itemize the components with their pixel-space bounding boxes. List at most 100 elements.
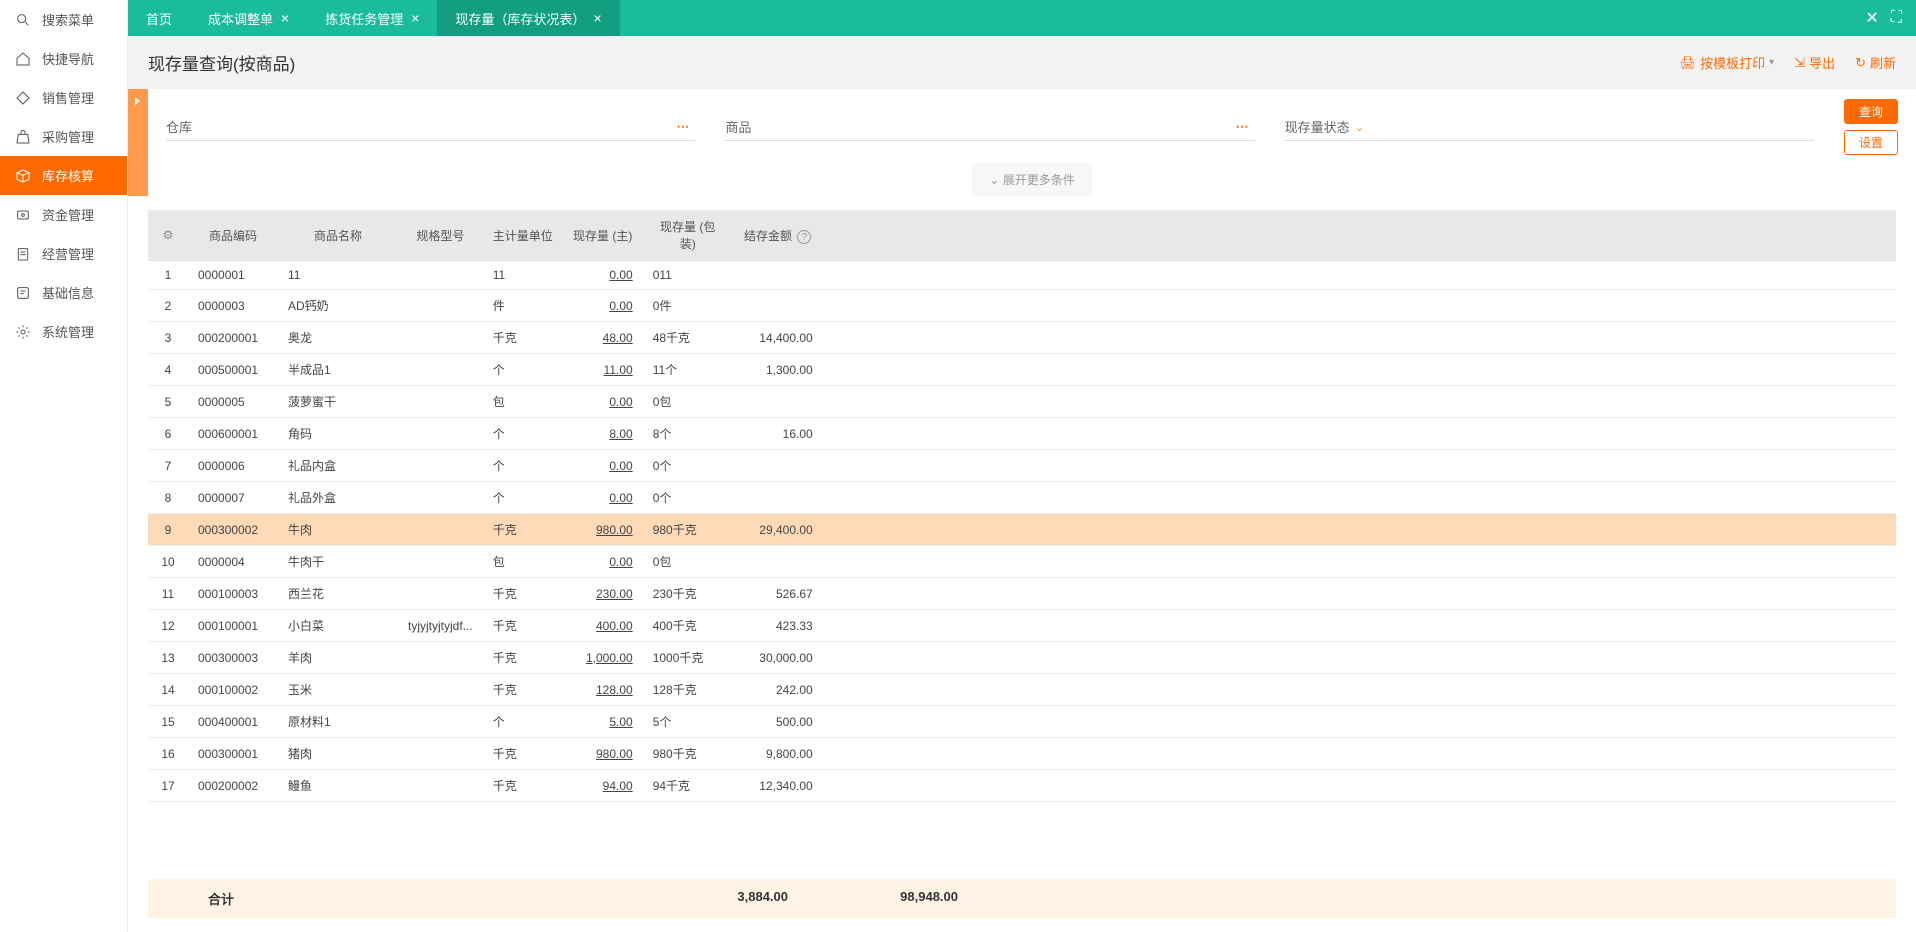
cell-qty[interactable]: 0.00: [563, 482, 643, 514]
cell-code: 000300003: [188, 642, 278, 674]
cell-qty[interactable]: 5.00: [563, 706, 643, 738]
expand-more-conditions[interactable]: ⌄ 展开更多条件: [972, 163, 1092, 196]
cell-idx: 12: [148, 610, 188, 642]
table-row[interactable]: 50000005菠萝蜜干包0.000包: [148, 386, 1896, 418]
cell-qty[interactable]: 980.00: [563, 738, 643, 770]
cell-name: 牛肉干: [278, 546, 398, 578]
tab-0[interactable]: 首页: [128, 0, 190, 36]
sidebar-item-3[interactable]: 采购管理: [0, 117, 127, 156]
table-row[interactable]: 80000007礼品外盒个0.000个: [148, 482, 1896, 514]
cell-qty[interactable]: 0.00: [563, 386, 643, 418]
col-amt[interactable]: 结存金额 ?: [733, 210, 823, 261]
cell-qty[interactable]: 980.00: [563, 514, 643, 546]
cell-qty[interactable]: 48.00: [563, 322, 643, 354]
cell-qty[interactable]: 230.00: [563, 578, 643, 610]
gear-column-header[interactable]: ⚙: [148, 210, 188, 261]
table-row[interactable]: 100000004牛肉干包0.000包: [148, 546, 1896, 578]
table-row[interactable]: 13000300003羊肉千克1,000.001000千克30,000.00: [148, 642, 1896, 674]
col-qty[interactable]: 现存量 (主): [563, 210, 643, 261]
print-action[interactable]: 🖨 按模板打印 ▾: [1680, 53, 1775, 72]
settings-button[interactable]: 设置: [1844, 130, 1898, 155]
export-action[interactable]: ⇲ 导出: [1794, 53, 1835, 72]
table-row[interactable]: 16000300001猪肉千克980.00980千克9,800.00: [148, 738, 1896, 770]
cell-pkg: 94千克: [643, 770, 733, 802]
sidebar-item-0[interactable]: 搜索菜单: [0, 0, 127, 39]
sidebar-item-6[interactable]: 经营管理: [0, 234, 127, 273]
col-spec[interactable]: 规格型号: [398, 210, 483, 261]
cell-pkg: 0个: [643, 450, 733, 482]
cell-spacer: [823, 290, 1896, 322]
cell-pkg: 0件: [643, 290, 733, 322]
cell-name: 半成品1: [278, 354, 398, 386]
sidebar-item-7[interactable]: 基础信息: [0, 273, 127, 312]
cell-amt: 500.00: [733, 706, 823, 738]
table-row[interactable]: 15000400001原材料1个5.005个500.00: [148, 706, 1896, 738]
cell-qty[interactable]: 1,000.00: [563, 642, 643, 674]
tab-2[interactable]: 拣货任务管理×: [307, 0, 437, 36]
cell-qty[interactable]: 400.00: [563, 610, 643, 642]
cell-qty[interactable]: 94.00: [563, 770, 643, 802]
filter-status[interactable]: 现存量状态 ⌄: [1285, 113, 1814, 141]
table-row[interactable]: 11000100003西兰花千克230.00230千克526.67: [148, 578, 1896, 610]
export-icon: ⇲: [1794, 55, 1805, 71]
cell-name: 原材料1: [278, 706, 398, 738]
table-row[interactable]: 4000500001半成品1个11.0011个1,300.00: [148, 354, 1896, 386]
cell-qty[interactable]: 0.00: [563, 546, 643, 578]
expand-label: 展开更多条件: [1003, 173, 1075, 187]
cell-amt: 16.00: [733, 418, 823, 450]
filter-warehouse[interactable]: 仓库 ⋯: [166, 113, 695, 141]
tabs-close-icon[interactable]: ✕: [1865, 8, 1878, 28]
cell-code: 000600001: [188, 418, 278, 450]
cell-qty[interactable]: 0.00: [563, 450, 643, 482]
cell-qty[interactable]: 0.00: [563, 261, 643, 290]
tab-close-icon[interactable]: ×: [593, 11, 601, 25]
tab-close-icon[interactable]: ×: [411, 11, 419, 25]
tab-1[interactable]: 成本调整单×: [190, 0, 307, 36]
cell-spec: [398, 354, 483, 386]
table-row[interactable]: 70000006礼品内盒个0.000个: [148, 450, 1896, 482]
sidebar-item-4[interactable]: 库存核算: [0, 156, 127, 195]
cell-qty[interactable]: 0.00: [563, 290, 643, 322]
refresh-action[interactable]: ↻ 刷新: [1855, 53, 1896, 72]
sidebar-item-5[interactable]: 资金管理: [0, 195, 127, 234]
cell-spacer: [823, 546, 1896, 578]
status-caret-icon[interactable]: ⌄: [1355, 120, 1365, 134]
table-row[interactable]: 6000600001角码个8.008个16.00: [148, 418, 1896, 450]
table-row[interactable]: 1000000111110.00011: [148, 261, 1896, 290]
tab-close-icon[interactable]: ×: [281, 11, 289, 25]
cell-unit: 千克: [483, 674, 563, 706]
tab-3[interactable]: 现存量（库存状况表）×: [437, 0, 619, 36]
filter-product[interactable]: 商品 ⋯: [725, 113, 1254, 141]
query-button[interactable]: 查询: [1844, 99, 1898, 124]
col-name[interactable]: 商品名称: [278, 210, 398, 261]
filter-collapse-toggle[interactable]: [128, 89, 148, 196]
sidebar-item-8[interactable]: 系统管理: [0, 312, 127, 351]
col-unit[interactable]: 主计量单位: [483, 210, 563, 261]
cell-spec: [398, 738, 483, 770]
cell-code: 0000006: [188, 450, 278, 482]
cell-qty[interactable]: 8.00: [563, 418, 643, 450]
total-label: 合计: [158, 889, 648, 908]
tabs-fullscreen-icon[interactable]: ⛶: [1891, 9, 1902, 27]
table-row[interactable]: 17000200002鳗鱼千克94.0094千克12,340.00: [148, 770, 1896, 802]
main: 首页成本调整单×拣货任务管理×现存量（库存状况表）× ✕ ⛶ 现存量查询(按商品…: [128, 0, 1916, 932]
sidebar-item-1[interactable]: 快捷导航: [0, 39, 127, 78]
cell-unit: 个: [483, 354, 563, 386]
table-row[interactable]: 9000300002牛肉千克980.00980千克29,400.00: [148, 514, 1896, 546]
table-row[interactable]: 3000200001奥龙千克48.0048千克14,400.00: [148, 322, 1896, 354]
table-row[interactable]: 14000100002玉米千克128.00128千克242.00: [148, 674, 1896, 706]
table-row[interactable]: 12000100001小白菜tyjyjtyjtyjdf...千克400.0040…: [148, 610, 1896, 642]
warehouse-more-icon[interactable]: ⋯: [676, 119, 689, 135]
cell-qty[interactable]: 128.00: [563, 674, 643, 706]
col-code[interactable]: 商品编码: [188, 210, 278, 261]
cell-unit: 件: [483, 290, 563, 322]
sidebar-item-2[interactable]: 销售管理: [0, 78, 127, 117]
col-pkg[interactable]: 现存量 (包装): [643, 210, 733, 261]
cell-amt: [733, 386, 823, 418]
sidebar-item-label: 资金管理: [42, 205, 94, 224]
table-row[interactable]: 20000003AD钙奶件0.000件: [148, 290, 1896, 322]
cell-code: 000100001: [188, 610, 278, 642]
help-icon[interactable]: ?: [797, 230, 811, 244]
product-more-icon[interactable]: ⋯: [1236, 119, 1249, 135]
cell-qty[interactable]: 11.00: [563, 354, 643, 386]
